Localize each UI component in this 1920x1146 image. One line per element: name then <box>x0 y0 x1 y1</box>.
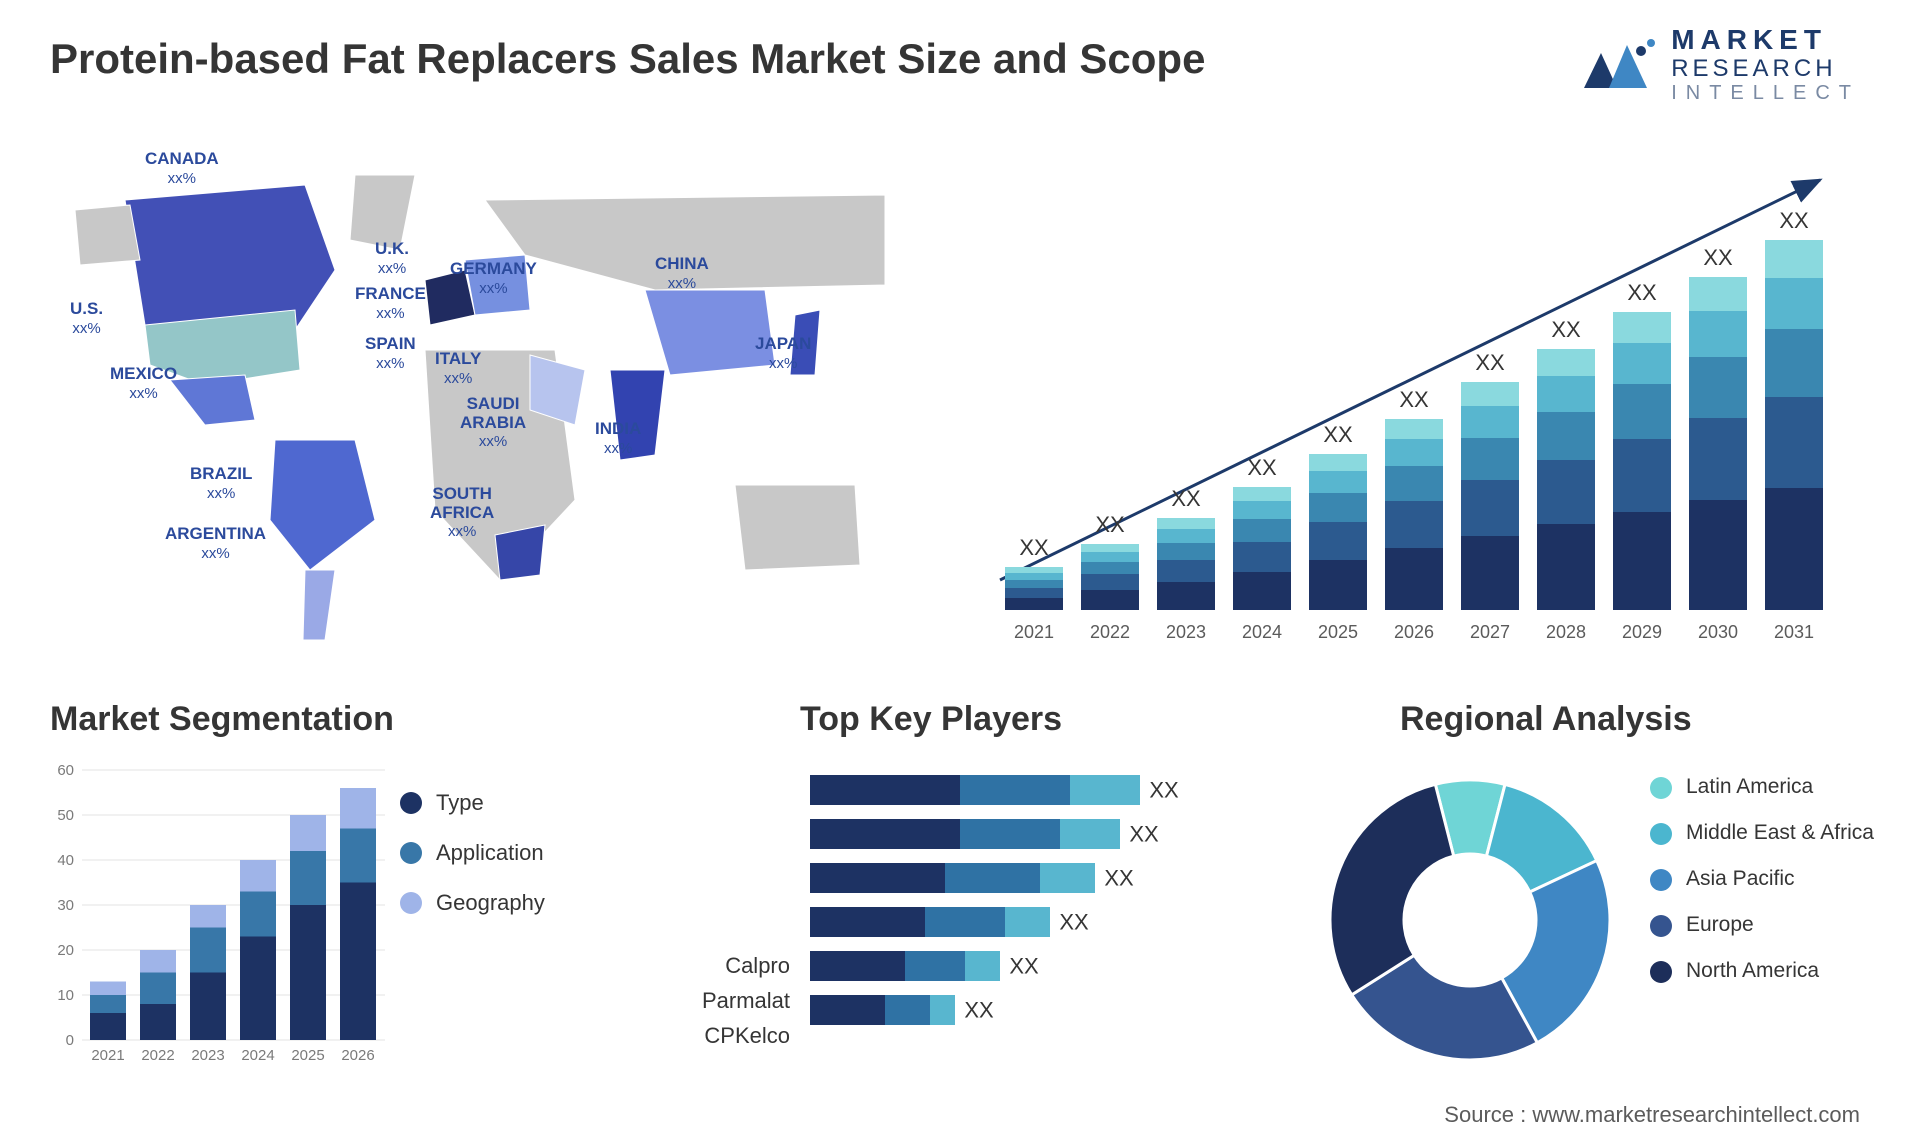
svg-text:2031: 2031 <box>1774 622 1814 642</box>
map-label: SOUTHAFRICAxx% <box>430 485 494 541</box>
forecast-bar-chart: XX 2021 XX 2022 XX 2023 XX 2024 XX 2025 XX 2026 XX 20… <box>990 150 1860 660</box>
svg-text:XX: XX <box>1247 455 1277 480</box>
svg-text:XX: XX <box>964 998 994 1023</box>
svg-text:XX: XX <box>1627 280 1657 305</box>
svg-text:XX: XX <box>1703 245 1733 270</box>
map-label: U.K.xx% <box>375 240 409 277</box>
legend-item: Geography <box>400 890 600 916</box>
regional-title: Regional Analysis <box>1400 700 1692 739</box>
legend-label: Middle East & Africa <box>1686 821 1874 845</box>
logo-line2: RESEARCH <box>1671 56 1860 82</box>
regional-donut-chart <box>1320 770 1620 1070</box>
svg-text:2023: 2023 <box>191 1047 224 1064</box>
svg-text:XX: XX <box>1019 535 1049 560</box>
map-label: JAPANxx% <box>755 335 811 372</box>
legend-label: Asia Pacific <box>1686 867 1795 891</box>
legend-dot <box>1650 915 1672 937</box>
svg-text:2023: 2023 <box>1166 622 1206 642</box>
brand-logo: MARKET RESEARCH INTELLECT <box>1579 25 1860 104</box>
legend-dot <box>1650 961 1672 983</box>
players-bar-chart: XX XX XX XX XX XX <box>640 770 1260 1090</box>
segmentation-legend: Type Application Geography <box>400 790 600 940</box>
svg-text:2024: 2024 <box>1242 622 1282 642</box>
svg-text:20: 20 <box>57 942 74 959</box>
svg-text:10: 10 <box>57 987 74 1004</box>
svg-text:XX: XX <box>1399 387 1429 412</box>
logo-line3: INTELLECT <box>1671 82 1860 104</box>
legend-dot <box>400 792 422 814</box>
svg-text:XX: XX <box>1104 866 1134 891</box>
legend-label: Europe <box>1686 913 1754 937</box>
legend-label: Latin America <box>1686 775 1813 799</box>
svg-text:2028: 2028 <box>1546 622 1586 642</box>
svg-text:XX: XX <box>1779 208 1809 233</box>
legend-item: Europe <box>1650 913 1890 937</box>
brand-logo-icon <box>1579 33 1657 97</box>
legend-label: Application <box>436 840 544 866</box>
svg-text:2025: 2025 <box>1318 622 1358 642</box>
map-label: CANADAxx% <box>145 150 219 187</box>
svg-text:0: 0 <box>66 1032 74 1049</box>
svg-text:2021: 2021 <box>91 1047 124 1064</box>
legend-label: Geography <box>436 890 545 916</box>
svg-text:2027: 2027 <box>1470 622 1510 642</box>
svg-text:2026: 2026 <box>341 1047 374 1064</box>
map-label: MEXICOxx% <box>110 365 177 402</box>
source-text: Source : www.marketresearchintellect.com <box>1444 1102 1860 1128</box>
legend-dot <box>400 892 422 914</box>
map-label: CHINAxx% <box>655 255 709 292</box>
svg-text:XX: XX <box>1475 350 1505 375</box>
map-label: GERMANYxx% <box>450 260 537 297</box>
world-map: CANADAxx% U.S.xx%MEXICOxx% BRAZILxx% ARGENT… <box>55 140 935 650</box>
map-label: INDIAxx% <box>595 420 641 457</box>
map-label: SAUDIARABIAxx% <box>460 395 526 451</box>
svg-text:40: 40 <box>57 852 74 869</box>
legend-dot <box>1650 777 1672 799</box>
segmentation-title: Market Segmentation <box>50 700 394 739</box>
svg-text:XX: XX <box>1059 910 1089 935</box>
legend-item: Latin America <box>1650 775 1890 799</box>
svg-text:2026: 2026 <box>1394 622 1434 642</box>
regional-legend: Latin America Middle East & Africa Asia Pa… <box>1650 775 1890 1005</box>
svg-text:2022: 2022 <box>141 1047 174 1064</box>
svg-text:XX: XX <box>1009 954 1039 979</box>
page-title: Protein-based Fat Replacers Sales Market… <box>50 35 1205 83</box>
svg-text:2030: 2030 <box>1698 622 1738 642</box>
legend-dot <box>1650 823 1672 845</box>
legend-item: Type <box>400 790 600 816</box>
legend-dot <box>400 842 422 864</box>
legend-item: Asia Pacific <box>1650 867 1890 891</box>
legend-item: Application <box>400 840 600 866</box>
map-label: ITALYxx% <box>435 350 481 387</box>
map-label: FRANCExx% <box>355 285 426 322</box>
map-label: U.S.xx% <box>70 300 103 337</box>
svg-text:2029: 2029 <box>1622 622 1662 642</box>
svg-text:2022: 2022 <box>1090 622 1130 642</box>
logo-line1: MARKET <box>1671 25 1860 56</box>
map-label: BRAZILxx% <box>190 465 252 502</box>
svg-text:50: 50 <box>57 807 74 824</box>
svg-text:2021: 2021 <box>1014 622 1054 642</box>
svg-text:2025: 2025 <box>291 1047 324 1064</box>
legend-dot <box>1650 869 1672 891</box>
svg-text:XX: XX <box>1171 486 1201 511</box>
map-label: ARGENTINAxx% <box>165 525 266 562</box>
svg-text:30: 30 <box>57 897 74 914</box>
map-label: SPAINxx% <box>365 335 416 372</box>
svg-text:60: 60 <box>57 762 74 779</box>
legend-item: Middle East & Africa <box>1650 821 1890 845</box>
svg-text:2024: 2024 <box>241 1047 274 1064</box>
segmentation-chart: 0 10 20 30 40 50 60 2021 2022 2023 2024 2025 2026 <box>50 760 390 1080</box>
legend-label: North America <box>1686 959 1819 983</box>
legend-label: Type <box>436 790 484 816</box>
svg-text:XX: XX <box>1323 422 1353 447</box>
legend-item: North America <box>1650 959 1890 983</box>
players-title: Top Key Players <box>800 700 1062 739</box>
svg-text:XX: XX <box>1095 512 1125 537</box>
svg-text:XX: XX <box>1551 317 1581 342</box>
svg-text:XX: XX <box>1149 778 1179 803</box>
svg-text:XX: XX <box>1129 822 1159 847</box>
